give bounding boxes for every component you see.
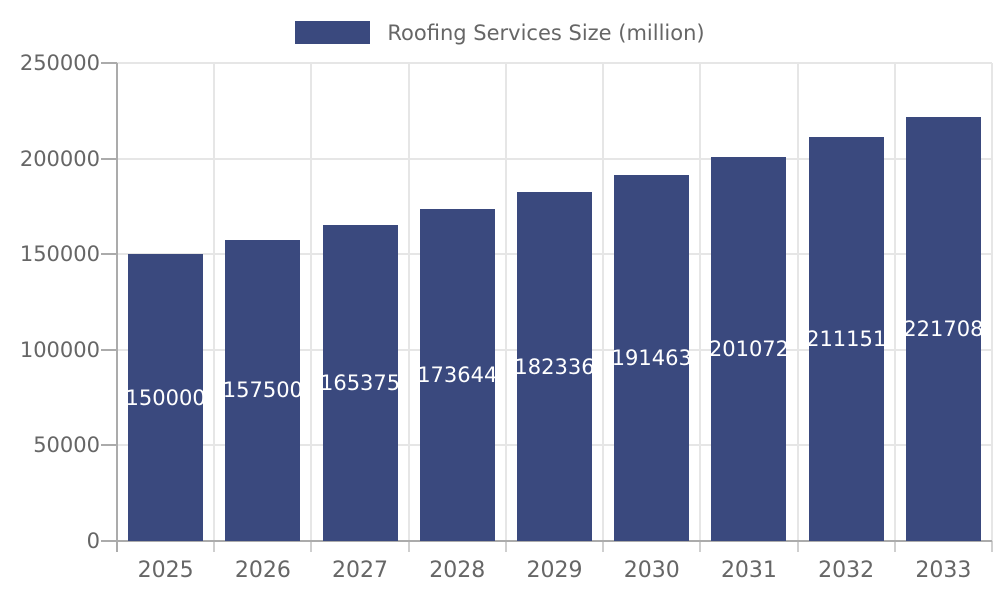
x-tick-label: 2025: [137, 558, 194, 583]
chart-legend: Roofing Services Size (million): [0, 20, 1000, 45]
bar-value-label: 182336: [517, 354, 592, 379]
x-tick-mark: [699, 541, 702, 552]
bar-value-label: 191463: [614, 345, 690, 370]
x-tick-mark: [504, 541, 507, 552]
bar: 191463: [614, 174, 690, 541]
y-tick-label: 250000: [19, 51, 100, 75]
x-tick-mark: [796, 541, 799, 552]
y-gridline: [117, 62, 992, 64]
x-tick-mark: [602, 541, 605, 552]
x-tick-label: 2032: [818, 558, 875, 583]
legend-label: Roofing Services Size (million): [387, 20, 705, 45]
x-gridline: [310, 63, 313, 541]
bar-value-label: 173644: [419, 362, 495, 387]
y-tick-mark: [101, 253, 117, 256]
y-tick-mark: [101, 348, 117, 351]
y-tick-mark: [101, 444, 117, 447]
x-tick-label: 2026: [234, 558, 291, 583]
bar: 221708: [905, 117, 981, 541]
bar: 182336: [517, 192, 592, 541]
y-tick-label: 100000: [19, 337, 100, 362]
x-tick-label: 2029: [526, 558, 583, 583]
bar-value-label: 211151: [808, 327, 884, 352]
bar-value-label: 165375: [322, 370, 398, 395]
bar: 211151: [808, 137, 884, 541]
bar: 150000: [128, 254, 204, 541]
bar: 157500: [225, 239, 301, 541]
y-tick-label: 200000: [19, 146, 100, 171]
legend-swatch: [295, 21, 371, 44]
x-gridline: [407, 63, 410, 541]
bar: 173644: [419, 208, 495, 541]
y-gridline: [117, 157, 992, 160]
x-tick-label: 2033: [915, 558, 972, 583]
bar: 165375: [322, 224, 398, 541]
x-gridline: [991, 63, 993, 541]
y-tick-mark: [101, 157, 117, 160]
bar: 201072: [711, 156, 787, 541]
x-tick-mark: [213, 541, 216, 552]
x-tick-mark: [991, 541, 993, 552]
bar-value-label: 201072: [711, 336, 787, 361]
x-axis-line: [101, 540, 992, 542]
x-gridline: [504, 63, 507, 541]
y-tick-label: 0: [86, 529, 100, 553]
y-tick-label: 150000: [19, 242, 100, 267]
bar-value-label: 157500: [225, 378, 301, 403]
bar-value-label: 150000: [128, 385, 204, 410]
bar-value-label: 221708: [905, 317, 981, 342]
x-tick-mark: [893, 541, 896, 552]
x-gridline: [893, 63, 896, 541]
y-tick-label: 50000: [33, 433, 100, 458]
x-tick-mark: [310, 541, 313, 552]
x-gridline: [699, 63, 702, 541]
x-gridline: [796, 63, 799, 541]
y-tick-mark: [101, 62, 117, 64]
x-gridline: [602, 63, 605, 541]
x-tick-mark: [407, 541, 410, 552]
x-tick-label: 2028: [429, 558, 486, 583]
x-tick-label: 2031: [720, 558, 777, 583]
x-tick-label: 2027: [332, 558, 389, 583]
y-axis-line: [116, 63, 118, 552]
x-gridline: [213, 63, 216, 541]
x-tick-label: 2030: [623, 558, 680, 583]
